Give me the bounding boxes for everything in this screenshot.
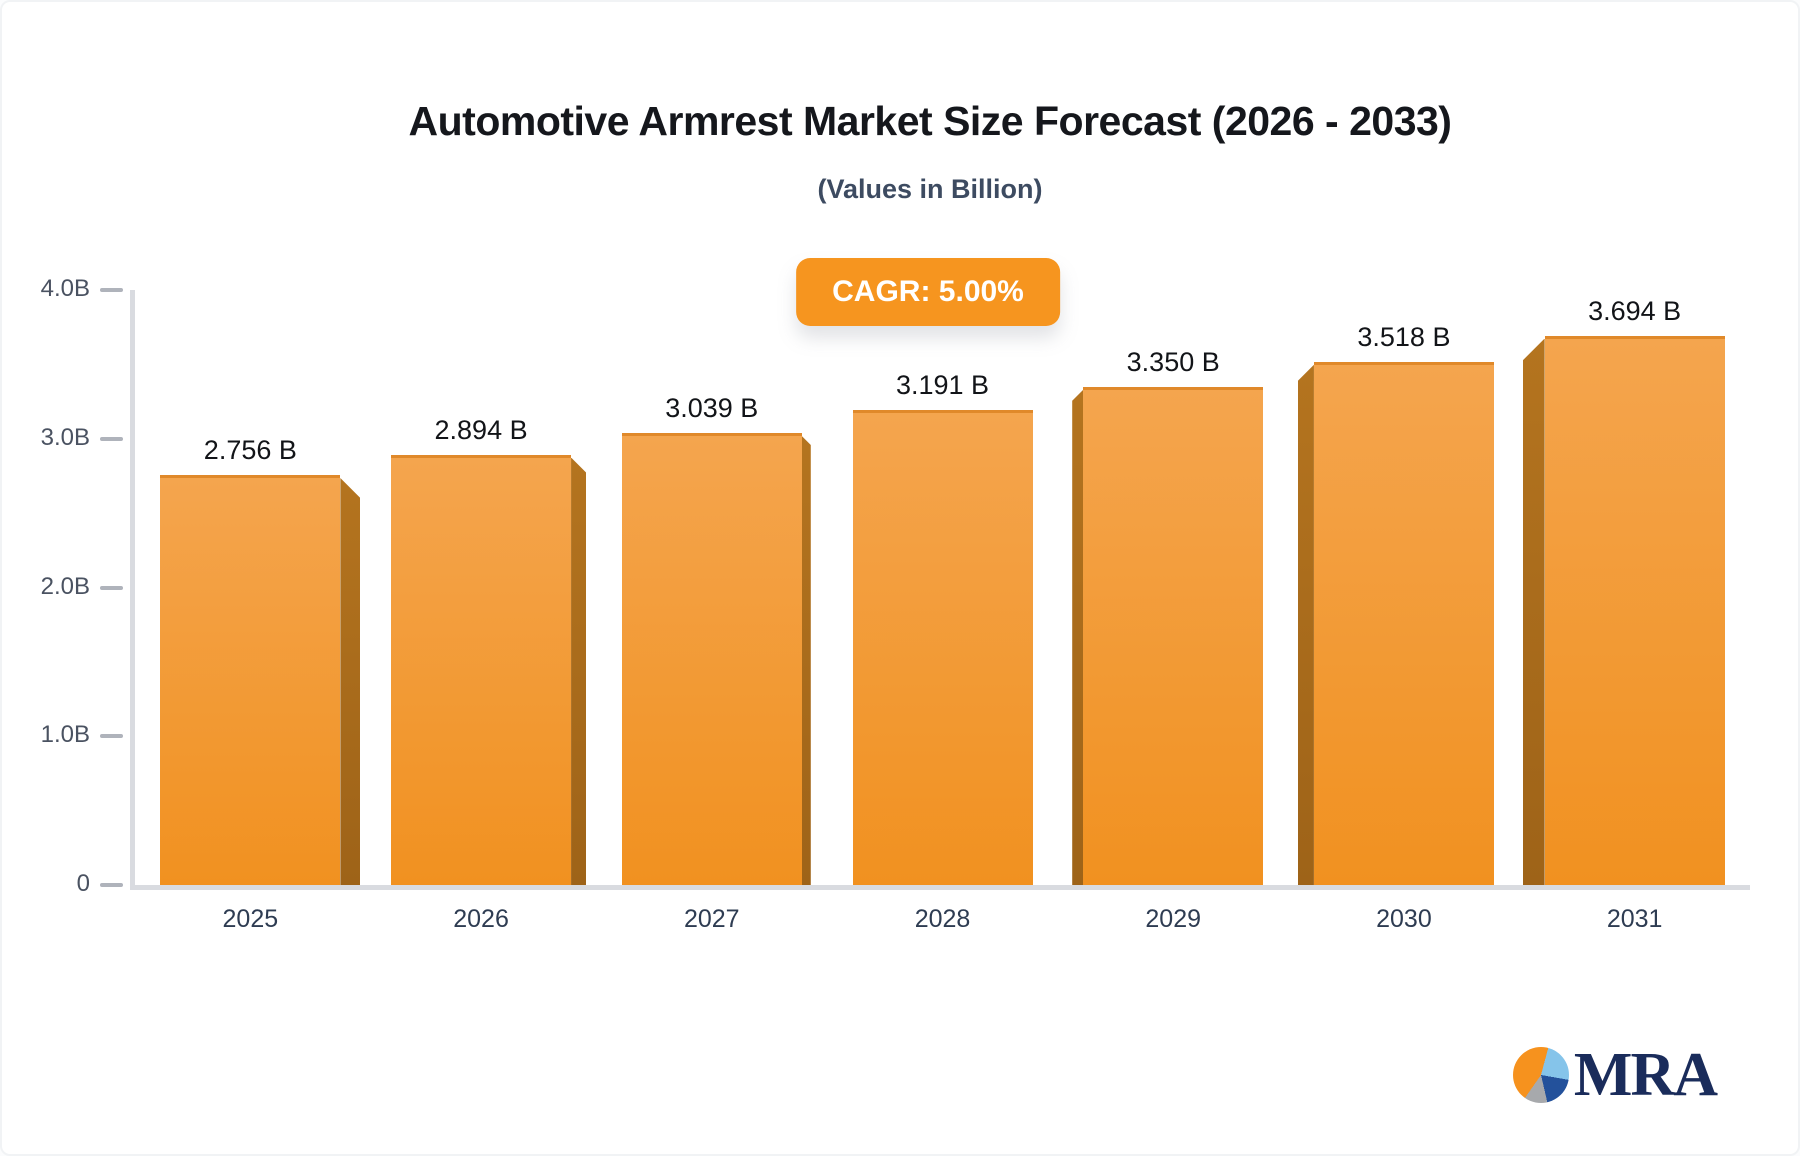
tick-mark: [100, 585, 123, 590]
x-axis-label: 2029: [1145, 905, 1202, 933]
bar-3d-side: [1297, 364, 1314, 885]
bar-value-label: 2.894 B: [434, 414, 528, 445]
bar-2027: 3.039 B 2027: [621, 290, 811, 933]
bar-2031: 3.694 B 2031: [1522, 290, 1725, 933]
tick-mark: [100, 288, 123, 292]
pie-chart-logo-icon: [1512, 1047, 1569, 1103]
y-axis-label: 1.0B: [40, 721, 90, 749]
x-axis-label: 2031: [1606, 905, 1663, 933]
bar-face: 2.756 B: [160, 435, 361, 885]
bar-face: 3.694 B: [1522, 296, 1725, 885]
chart-subtitle: (Values in Billion): [817, 174, 1043, 204]
logo-text: MRA: [1573, 1041, 1718, 1109]
bar-2026: 2.894 B 2026: [391, 290, 587, 933]
bar-value-label: 3.350 B: [1126, 346, 1220, 377]
cagr-badge: CAGR: 5.00%: [796, 258, 1060, 326]
bar-value-label: 3.694 B: [1588, 295, 1682, 326]
chart-title: Automotive Armrest Market Size Forecast …: [408, 98, 1452, 144]
bar-3d-side: [1522, 338, 1545, 885]
bar-3d-side: [1072, 389, 1084, 885]
bar-face: 3.350 B: [1072, 347, 1264, 885]
bar-3d-side: [801, 435, 811, 885]
tick-mark: [100, 883, 123, 887]
x-axis-label: 2026: [453, 905, 509, 933]
bar-value-label: 3.518 B: [1357, 321, 1451, 352]
y-axis-label: 3.0B: [40, 423, 90, 451]
bar-3d-side: [340, 478, 361, 885]
y-axis-label: 4.0B: [40, 275, 90, 302]
x-axis-label: 2027: [683, 905, 740, 933]
x-axis-label: 2030: [1376, 905, 1432, 933]
mra-logo: MRA: [1512, 1041, 1718, 1109]
x-axis-label: 2028: [914, 905, 971, 933]
bar-face: 2.894 B: [391, 415, 587, 885]
bar-value-label: 3.191 B: [895, 370, 990, 401]
bar-value-label: 2.756 B: [203, 435, 297, 466]
bar-value-label: 3.039 B: [665, 392, 759, 423]
bar-face: 3.191 B: [852, 370, 1033, 885]
x-axis-label: 2025: [222, 905, 279, 933]
plot-area: 0 1.0B 2.0B 3.0B 4.0B 2.756 B 2025 2.894 B 2026 3…: [41, 275, 1750, 933]
bar-2028: 3.191 B 2028: [852, 290, 1033, 933]
tick-mark: [100, 436, 123, 441]
bar-face: 3.039 B: [621, 393, 811, 885]
bar-2025: 2.756 B 2025: [160, 290, 361, 933]
y-axis-label: 2.0B: [40, 572, 90, 600]
tick-mark: [100, 734, 123, 739]
bar-2029: 3.350 B 2029: [1072, 290, 1264, 933]
y-axis-label: 0: [76, 870, 90, 897]
bar-2030: 3.518 B 2030: [1297, 290, 1494, 933]
bar-3d-side: [571, 457, 587, 885]
bar-face: 3.518 B: [1297, 322, 1494, 885]
